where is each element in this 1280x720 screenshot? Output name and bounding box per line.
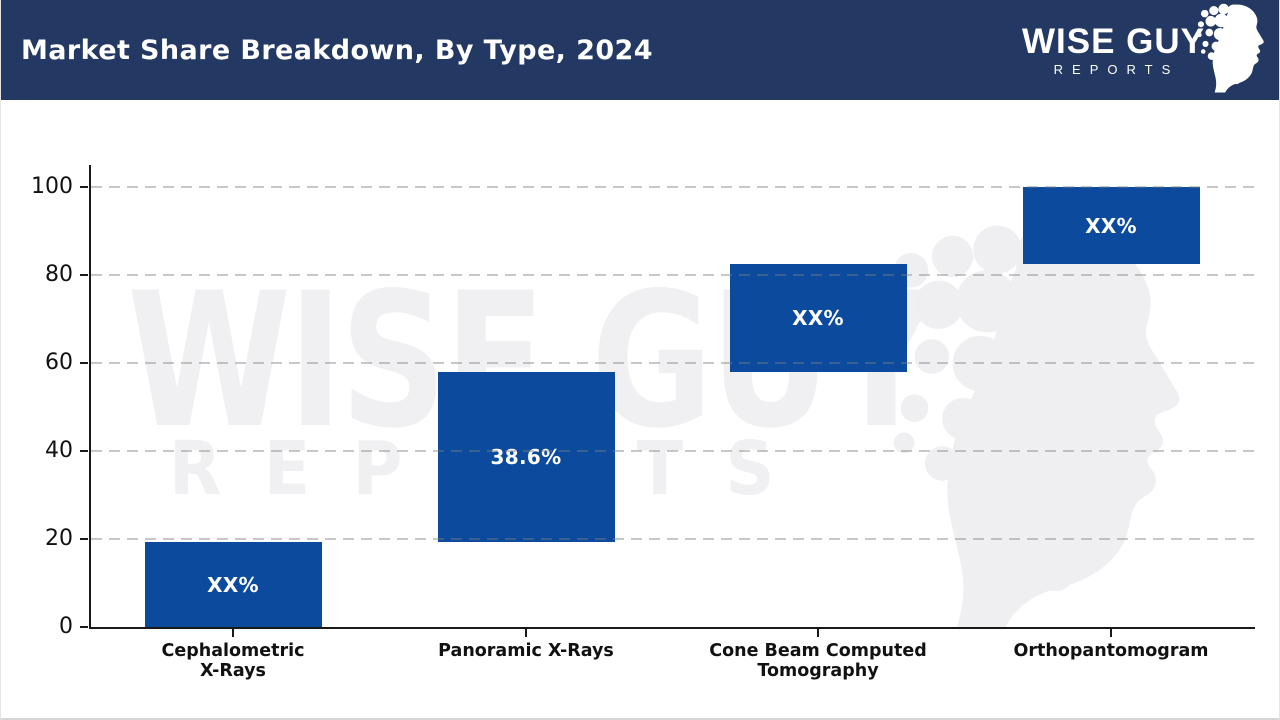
y-tick-mark [80,274,88,276]
y-tick-mark [80,626,88,628]
x-tick-mark [525,629,527,637]
logo-wordmark: WISE GUY [1021,22,1205,61]
x-category-label-panoramic-x-rays: Panoramic X-Rays [438,641,614,661]
chart-title: Market Share Breakdown, By Type, 2024 [21,34,653,66]
bar-value-label: XX% [792,306,844,331]
bar-value-label: XX% [1085,213,1137,238]
bar-cephalometric-x-rays: XX% [144,542,322,627]
x-tick-mark [232,629,234,637]
y-tick-mark [80,538,88,540]
x-tick-mark [817,629,819,637]
x-tick-mark [1110,629,1112,637]
gridline-20 [91,538,1255,540]
gridline-60 [91,362,1255,364]
gridline-80 [91,274,1255,276]
y-tick-mark [80,450,88,452]
gridline-40 [91,450,1255,452]
y-tick-label-80: 80 [45,262,73,287]
y-tick-mark [80,362,88,364]
y-tick-label-40: 40 [45,438,73,463]
bar-value-label: 38.6% [490,445,562,470]
x-category-label-cone-beam-computed-tomography: Cone Beam Computed Tomography [709,641,927,681]
y-tick-label-0: 0 [59,614,73,639]
gridline-100 [91,186,1255,188]
wiseguy-logo: WISE GUY REPORTS [1022,3,1267,94]
logo-subtext: REPORTS [1053,62,1180,77]
bar-cone-beam-computed-tomography: XX% [729,264,907,373]
x-category-label-orthopantomogram: Orthopantomogram [1013,641,1209,661]
y-tick-label-60: 60 [45,350,73,375]
x-category-label-cephalometric-x-rays: Cephalometric X-Rays [161,641,305,681]
y-tick-label-20: 20 [45,526,73,551]
plot-area: XX% 38.6% XX% XX% [89,165,1255,629]
logo-head-icon [1197,3,1264,92]
bar-panoramic-x-rays: 38.6% [437,372,615,543]
y-tick-mark [80,186,88,188]
logo-text: WISE GUY REPORTS [1022,24,1205,76]
y-tick-label-100: 100 [31,174,73,199]
x-axis: Cephalometric X-Rays Panoramic X-Rays Cone… [91,629,1255,699]
y-axis: 0 20 40 60 80 100 [1,165,89,639]
bar-value-label: XX% [207,572,259,597]
bar-orthopantomogram: XX% [1022,187,1200,265]
header-bar: Market Share Breakdown, By Type, 2024 WI… [1,0,1279,100]
